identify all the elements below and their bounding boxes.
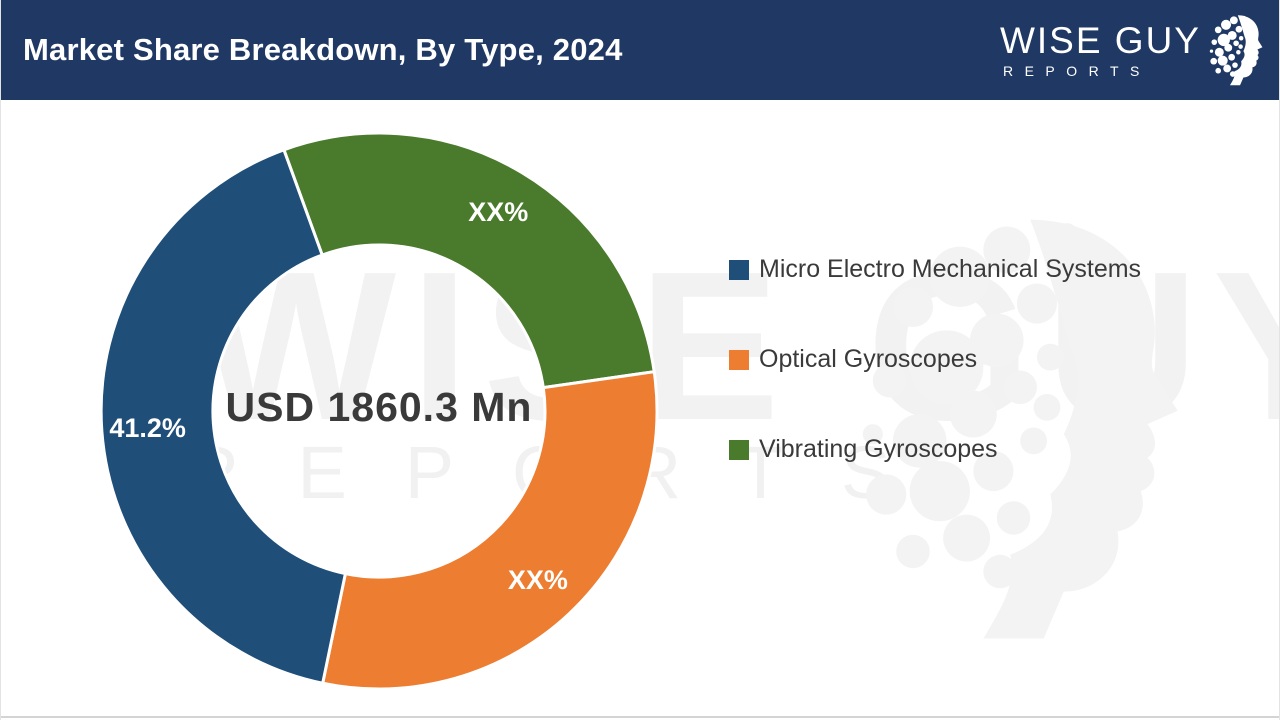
slice-percent-label: XX% <box>508 565 568 595</box>
legend-item: Optical Gyroscopes <box>729 338 1141 381</box>
header: Market Share Breakdown, By Type, 2024 WI… <box>1 0 1280 100</box>
donut-slice-micro-electro-mechanical-systems <box>99 148 347 685</box>
wiseguy-logo: WISE GUY REPORTS <box>1000 13 1280 87</box>
legend-item: Vibrating Gyroscopes <box>729 428 1141 471</box>
legend: Micro Electro Mechanical Systems Optical … <box>729 248 1141 471</box>
chart-center-value: USD 1860.3 Mn <box>225 384 533 430</box>
legend-label: Micro Electro Mechanical Systems <box>759 254 1142 283</box>
donut-slice-optical-gyroscopes <box>321 370 659 691</box>
donut-chart: XX% XX% 41.2% <box>99 131 659 691</box>
legend-swatch <box>729 259 749 280</box>
logo-text: WISE GUY REPORTS <box>1000 22 1201 79</box>
legend-swatch <box>729 439 749 460</box>
donut-slice-vibrating-gyroscopes <box>282 131 656 390</box>
logo-wiseguy-label: WISE GUY <box>999 19 1201 61</box>
legend-swatch <box>729 349 749 370</box>
legend-item: Micro Electro Mechanical Systems <box>729 248 1141 291</box>
legend-label: Vibrating Gyroscopes <box>759 434 998 463</box>
logo-face-icon <box>1207 13 1263 87</box>
logo-reports-label: REPORTS <box>1002 62 1151 79</box>
legend-label: Optical Gyroscopes <box>759 344 978 373</box>
slice-percent-label: XX% <box>468 197 528 227</box>
slice-percent-label: 41.2% <box>109 413 186 443</box>
page-title: Market Share Breakdown, By Type, 2024 <box>23 32 623 67</box>
